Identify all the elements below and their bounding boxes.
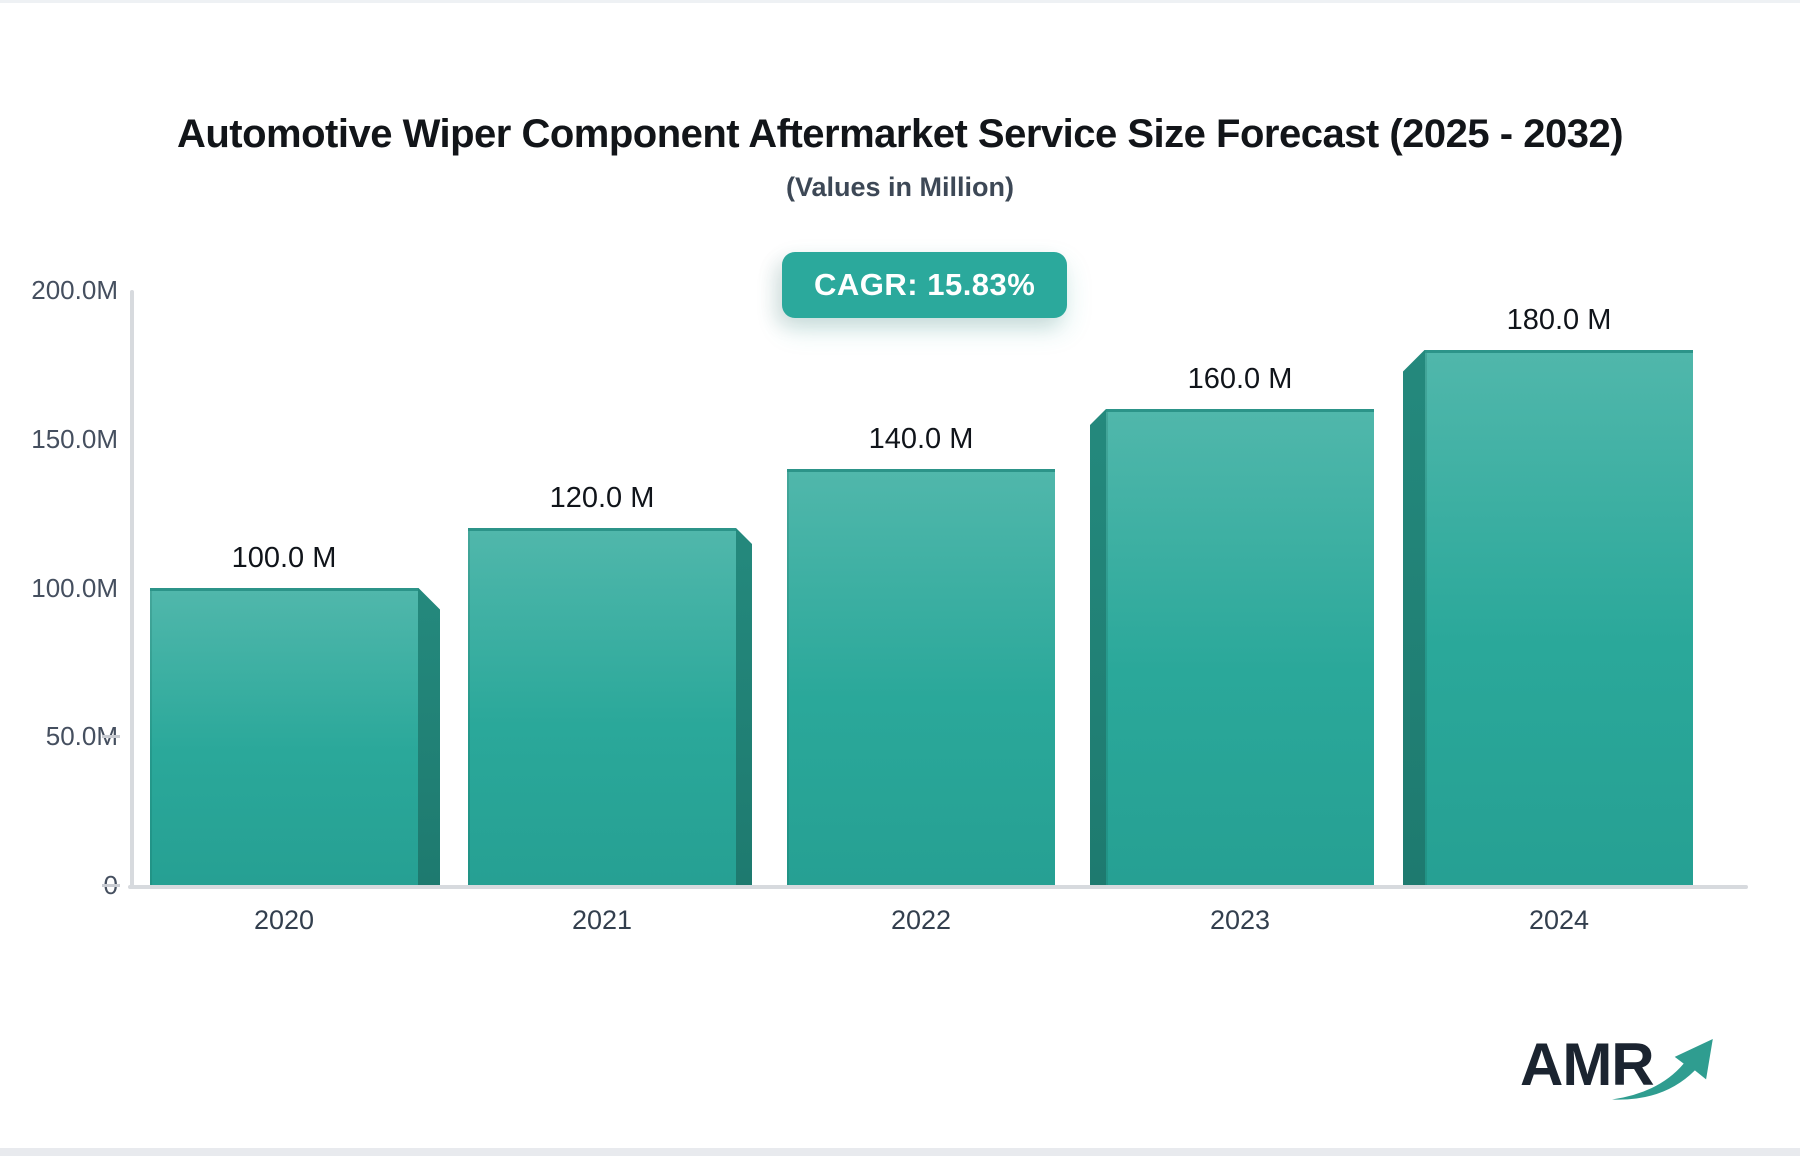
y-tick-mark — [102, 884, 120, 887]
x-axis-label-2024: 2024 — [1528, 905, 1590, 935]
y-tick-label: 200.0M — [31, 275, 118, 305]
bar-2020 — [150, 587, 418, 885]
y-tick-label: 100.0M — [31, 572, 118, 603]
y-tick-label: 50.0M — [45, 721, 118, 752]
x-axis-line — [128, 885, 1748, 889]
x-axis-label-2023: 2023 — [1209, 905, 1271, 935]
brand-logo: AMR — [1520, 1030, 1730, 1120]
bar-2023 — [1106, 409, 1374, 885]
x-axis-label-2021: 2021 — [571, 905, 633, 935]
bar-3d-side — [736, 528, 752, 885]
bar-value-label: 100.0 M — [231, 541, 337, 574]
y-tick-label: 0 — [0, 870, 118, 900]
cagr-badge: CAGR: 15.83% — [782, 252, 1068, 318]
growth-arrow-icon — [1612, 1039, 1713, 1100]
y-axis-line — [130, 290, 134, 889]
bottom-edge-strip — [0, 1148, 1800, 1156]
bar-value-label: 140.0 M — [868, 422, 974, 455]
chart-subtitle: (Values in Million) — [785, 172, 1015, 202]
bar-3d-side — [1090, 409, 1106, 885]
bar-value-label: 120.0 M — [549, 482, 655, 514]
bar-3d-side — [418, 587, 440, 885]
top-edge-strip — [0, 0, 1800, 3]
bar-2024 — [1425, 349, 1693, 885]
bar-3d-side — [1403, 349, 1425, 885]
y-tick-label: 150.0M — [31, 423, 118, 454]
bar-value-label: 180.0 M — [1506, 303, 1612, 336]
brand-logo-text: AMR — [1520, 1031, 1655, 1098]
bar-2022 — [787, 468, 1055, 885]
x-axis-label-2020: 2020 — [253, 905, 315, 935]
bar-value-label: 160.0 M — [1187, 363, 1293, 395]
y-tick-mark — [102, 735, 120, 739]
chart-title: Automotive Wiper Component Aftermarket S… — [176, 112, 1624, 156]
x-axis-label-2022: 2022 — [890, 905, 952, 935]
bar-2021 — [468, 528, 736, 885]
